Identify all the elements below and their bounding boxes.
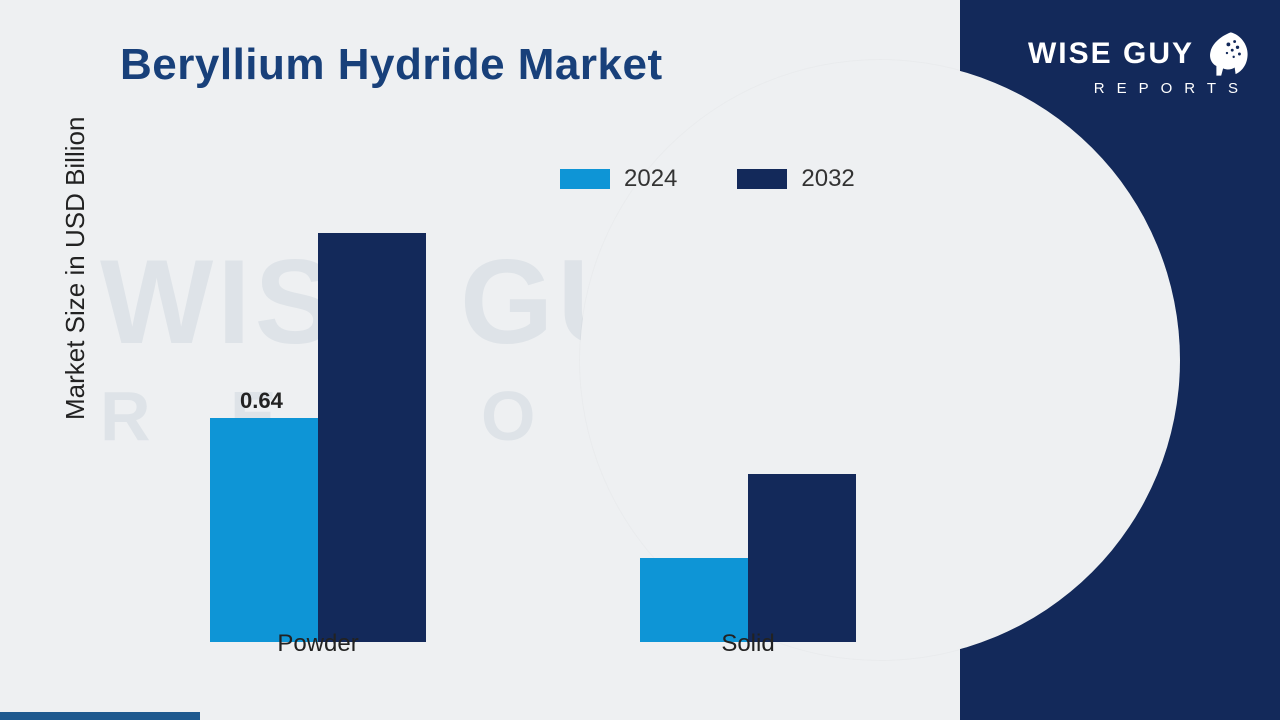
- bar-powder-2032: [318, 233, 426, 643]
- legend-label-2024: 2024: [624, 165, 677, 193]
- chart-title: Beryllium Hydride Market: [120, 40, 663, 90]
- legend-item-2024: 2024: [560, 165, 677, 193]
- chart-stage: WISE GUY R E P O R T S Beryllium Hydride…: [0, 0, 1280, 720]
- chart-legend: 2024 2032: [560, 165, 855, 193]
- bar-group-solid: Solid: [640, 474, 856, 642]
- plot-area: Powder Solid 0.64: [210, 220, 930, 660]
- y-axis-label: Market Size in USD Billion: [60, 117, 91, 420]
- bar-solid-2032: [748, 474, 856, 642]
- logo-line1: WISE GUY: [1028, 37, 1194, 71]
- brand-logo: WISE GUY REPORTS: [1028, 30, 1250, 97]
- legend-swatch-2024: [560, 169, 610, 189]
- bar-powder-2024: [210, 418, 318, 642]
- right-brand-panel: [960, 0, 1280, 720]
- bottom-accent-bar: [0, 712, 200, 720]
- category-label-solid: Solid: [640, 630, 856, 658]
- logo-line2: REPORTS: [1028, 80, 1250, 97]
- bar-group-powder: Powder: [210, 233, 426, 643]
- legend-item-2032: 2032: [737, 165, 854, 193]
- head-icon: [1202, 30, 1250, 78]
- category-label-powder: Powder: [210, 630, 426, 658]
- legend-label-2032: 2032: [801, 165, 854, 193]
- value-label: 0.64: [240, 388, 283, 414]
- legend-swatch-2032: [737, 169, 787, 189]
